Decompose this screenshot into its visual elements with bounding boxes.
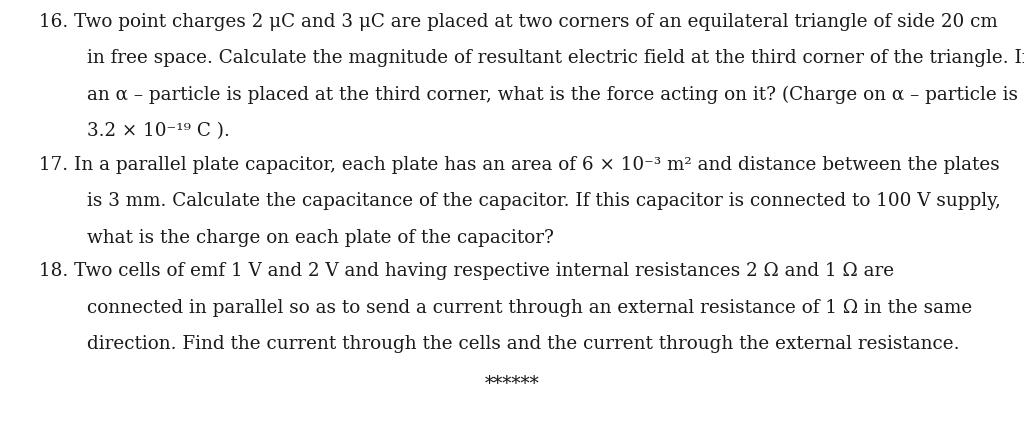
Text: connected in parallel so as to send a current through an external resistance of : connected in parallel so as to send a cu… <box>87 299 973 317</box>
Text: 17. In a parallel plate capacitor, each plate has an area of 6 × 10⁻³ m² and dis: 17. In a parallel plate capacitor, each … <box>39 156 999 174</box>
Text: an α – particle is placed at the third corner, what is the force acting on it? (: an α – particle is placed at the third c… <box>87 85 1018 104</box>
Text: is 3 mm. Calculate the capacitance of the capacitor. If this capacitor is connec: is 3 mm. Calculate the capacitance of th… <box>87 192 1000 210</box>
Text: in free space. Calculate the magnitude of resultant electric field at the third : in free space. Calculate the magnitude o… <box>87 49 1024 67</box>
Text: 18. Two cells of emf 1 V and 2 V and having respective internal resistances 2 Ω : 18. Two cells of emf 1 V and 2 V and hav… <box>39 262 894 280</box>
Text: ******: ****** <box>484 375 540 393</box>
Text: 16. Two point charges 2 μC and 3 μC are placed at two corners of an equilateral : 16. Two point charges 2 μC and 3 μC are … <box>39 13 997 31</box>
Text: direction. Find the current through the cells and the current through the extern: direction. Find the current through the … <box>87 336 959 353</box>
Text: 3.2 × 10⁻¹⁹ C ).: 3.2 × 10⁻¹⁹ C ). <box>87 122 230 140</box>
Text: what is the charge on each plate of the capacitor?: what is the charge on each plate of the … <box>87 229 554 247</box>
